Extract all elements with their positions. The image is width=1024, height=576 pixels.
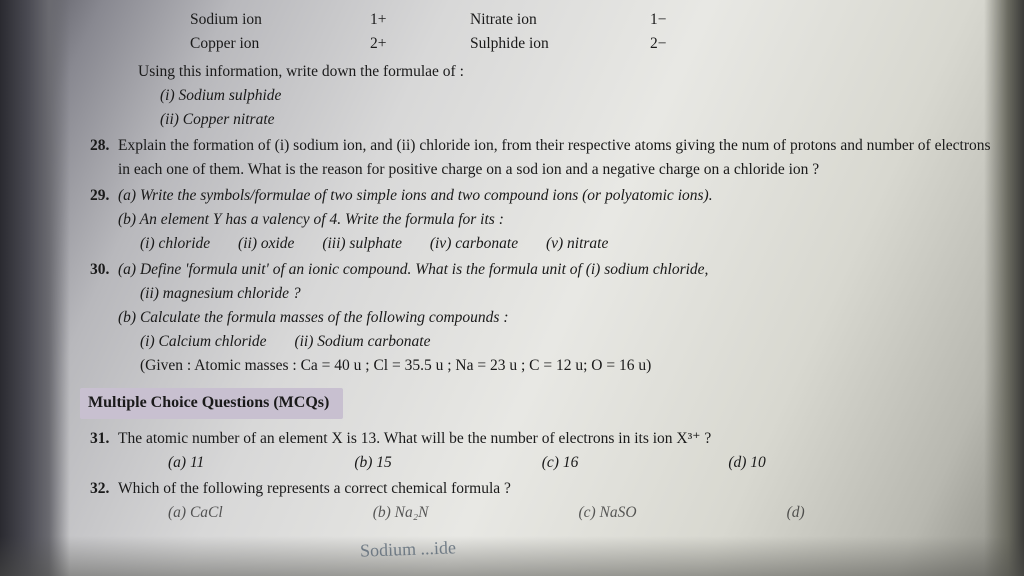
- q32-opt-c: (c) NaSO: [578, 501, 636, 525]
- q31-opt-a: (a) 11: [168, 451, 204, 475]
- cell: Nitrate ion: [470, 8, 650, 32]
- mcq-heading: Multiple Choice Questions (MCQs): [80, 388, 343, 419]
- q32-opt-d: (d): [787, 501, 805, 525]
- q30-part-b: (b) Calculate the formula masses of the …: [118, 306, 1004, 330]
- q29-number: 29.: [90, 184, 118, 256]
- q31-options: (a) 11 (b) 15 (c) 16 (d) 10: [168, 451, 1004, 475]
- textbook-page: Sodium ion 1+ Nitrate ion 1− Copper ion …: [90, 8, 1004, 525]
- q27-part-ii: (ii) Copper nitrate: [160, 108, 1004, 132]
- q27-instruction: Using this information, write down the f…: [138, 60, 1004, 84]
- q31-opt-d: (d) 10: [728, 451, 765, 475]
- q32-options: (a) CaCl (b) Na₂N (c) NaSO (d): [168, 501, 1004, 525]
- q29-opt-iii: (iii) sulphate: [322, 235, 402, 252]
- q30-b-options: (i) Calcium chloride (ii) Sodium carbona…: [140, 330, 1004, 354]
- q32-opt-a: (a) CaCl: [168, 501, 223, 525]
- q29-part-b: (b) An element Y has a valency of 4. Wri…: [118, 208, 1004, 232]
- q29-options: (i) chloride (ii) oxide (iii) sulphate (…: [140, 232, 1004, 256]
- page-curve-shadow: [0, 536, 1024, 576]
- q32-number: 32.: [90, 477, 118, 525]
- q32-opt-b: (b) Na₂N: [373, 501, 429, 525]
- q30-b-opt-ii: (ii) Sodium carbonate: [294, 333, 430, 350]
- cell: 1+: [370, 8, 470, 32]
- q30-number: 30.: [90, 258, 118, 378]
- q27-part-i: (i) Sodium sulphide: [160, 84, 1004, 108]
- q30-b-opt-i: (i) Calcium chloride: [140, 333, 267, 350]
- q30-given: (Given : Atomic masses : Ca = 40 u ; Cl …: [140, 354, 1004, 378]
- q30-part-a2: (ii) magnesium chloride ?: [140, 282, 1004, 306]
- q31-number: 31.: [90, 427, 118, 475]
- q28-text: Explain the formation of (i) sodium ion,…: [118, 134, 1004, 182]
- cell: Sodium ion: [190, 8, 370, 32]
- question-29: 29. (a) Write the symbols/formulae of tw…: [90, 184, 1004, 256]
- q31-opt-c: (c) 16: [542, 451, 579, 475]
- cell: 2−: [650, 32, 730, 56]
- cell: 1−: [650, 8, 730, 32]
- q32-text: Which of the following represents a corr…: [118, 477, 1004, 501]
- q29-part-a: (a) Write the symbols/formulae of two si…: [118, 184, 1004, 208]
- q31-text: The atomic number of an element X is 13.…: [118, 427, 1004, 451]
- q30-part-a: (a) Define 'formula unit' of an ionic co…: [118, 258, 1004, 282]
- q29-opt-i: (i) chloride: [140, 235, 210, 252]
- q31-opt-b: (b) 15: [354, 451, 391, 475]
- cell: 2+: [370, 32, 470, 56]
- question-28: 28. Explain the formation of (i) sodium …: [90, 134, 1004, 182]
- cell: Sulphide ion: [470, 32, 650, 56]
- q29-opt-iv: (iv) carbonate: [430, 235, 518, 252]
- q29-opt-ii: (ii) oxide: [238, 235, 294, 252]
- question-30: 30. (a) Define 'formula unit' of an ioni…: [90, 258, 1004, 378]
- question-31: 31. The atomic number of an element X is…: [90, 427, 1004, 475]
- question-32: 32. Which of the following represents a …: [90, 477, 1004, 525]
- cell: Copper ion: [190, 32, 370, 56]
- ion-charge-table: Sodium ion 1+ Nitrate ion 1− Copper ion …: [190, 8, 1004, 56]
- handwritten-annotation: Sodium ...ide: [360, 534, 457, 565]
- q28-number: 28.: [90, 134, 118, 182]
- q29-opt-v: (v) nitrate: [546, 235, 608, 252]
